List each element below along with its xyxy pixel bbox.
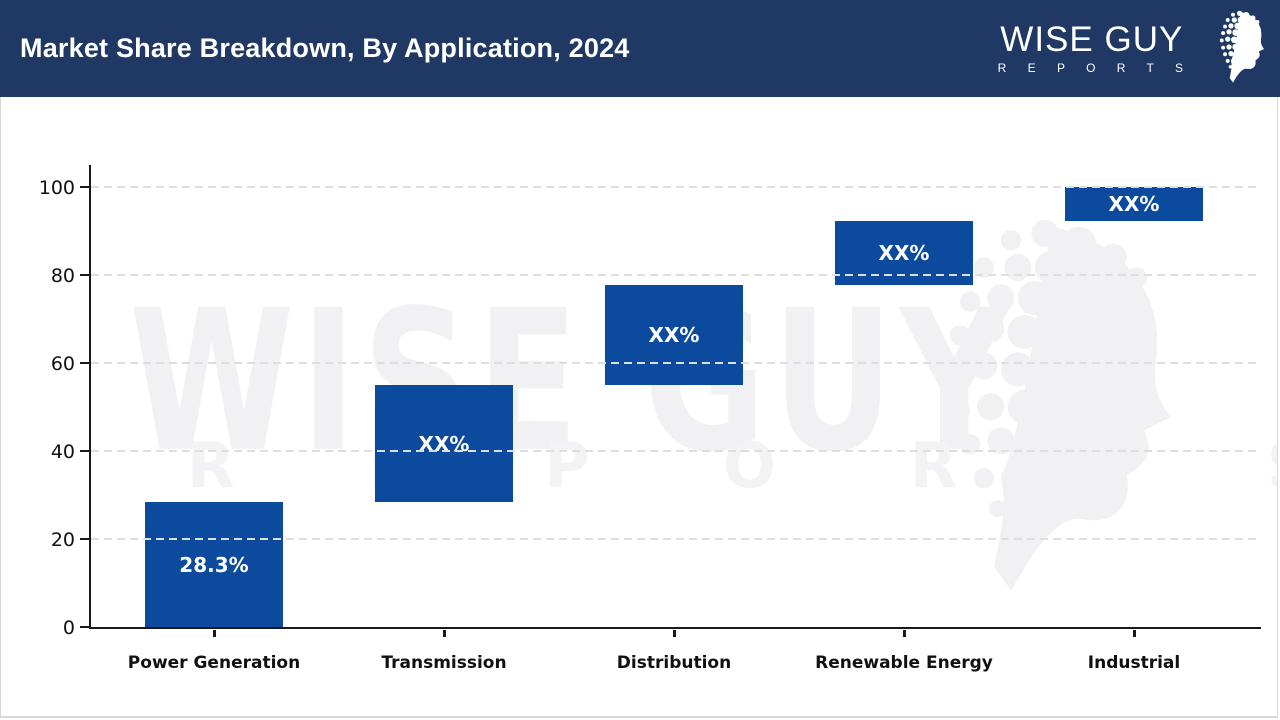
bar-value-label: XX% [878, 241, 930, 265]
y-tick-label: 100 [38, 177, 75, 199]
y-axis-tick [80, 361, 89, 365]
y-axis-tick [80, 449, 89, 453]
bar-transmission: XX% [375, 385, 513, 503]
gridline [91, 362, 1261, 364]
brand-logo: WISE GUY R E P O R T S [992, 7, 1266, 91]
x-axis-tick [213, 630, 216, 637]
x-axis-label: Renewable Energy [815, 653, 993, 673]
gridline [91, 538, 1261, 540]
y-axis-tick [80, 537, 89, 541]
y-tick-label: 80 [50, 265, 75, 287]
chart-card: WISE GUY R E P O R T S 0 20 40 60 80 100 28.3%… [0, 97, 1278, 718]
brand-logo-text: WISE GUY R E P O R T S [992, 22, 1192, 75]
bar-value-label: XX% [648, 323, 700, 348]
gridline [91, 274, 1261, 276]
brand-subtitle: R E P O R T S [997, 61, 1192, 75]
y-tick-label: 40 [50, 441, 75, 463]
bar-value-label: XX% [1108, 191, 1160, 216]
page-title: Market Share Breakdown, By Application, … [20, 33, 630, 63]
bar-distribution: XX% [605, 285, 743, 385]
x-axis-label: Power Generation [127, 653, 301, 673]
x-axis-tick [1133, 630, 1136, 637]
y-axis-tick [80, 625, 89, 629]
gridline [91, 186, 1261, 188]
x-axis-label: Distribution [616, 653, 732, 673]
brand-name: WISE GUY [1000, 20, 1184, 59]
header-bar: Market Share Breakdown, By Application, … [0, 0, 1280, 97]
dotted-head-icon [1200, 7, 1266, 91]
x-axis-label: Transmission [381, 653, 507, 673]
x-axis-label: Industrial [1087, 653, 1181, 673]
y-axis-tick [80, 185, 89, 189]
bar-value-label: XX% [418, 431, 470, 456]
x-axis-tick [903, 630, 906, 637]
y-axis-tick [80, 273, 89, 277]
y-tick-label: 0 [62, 617, 75, 639]
plot-area: 0 20 40 60 80 100 28.3% Power Generation XX% Tran… [39, 165, 1261, 673]
bar-power-generation: 28.3% [145, 502, 283, 627]
gridline [91, 450, 1261, 452]
x-axis-tick [443, 630, 446, 637]
x-axis-tick [673, 630, 676, 637]
y-tick-label: 20 [50, 529, 75, 551]
y-tick-label: 60 [50, 353, 75, 375]
bar-value-label: 28.3% [179, 552, 249, 577]
bar-industrial: XX% [1065, 187, 1203, 221]
